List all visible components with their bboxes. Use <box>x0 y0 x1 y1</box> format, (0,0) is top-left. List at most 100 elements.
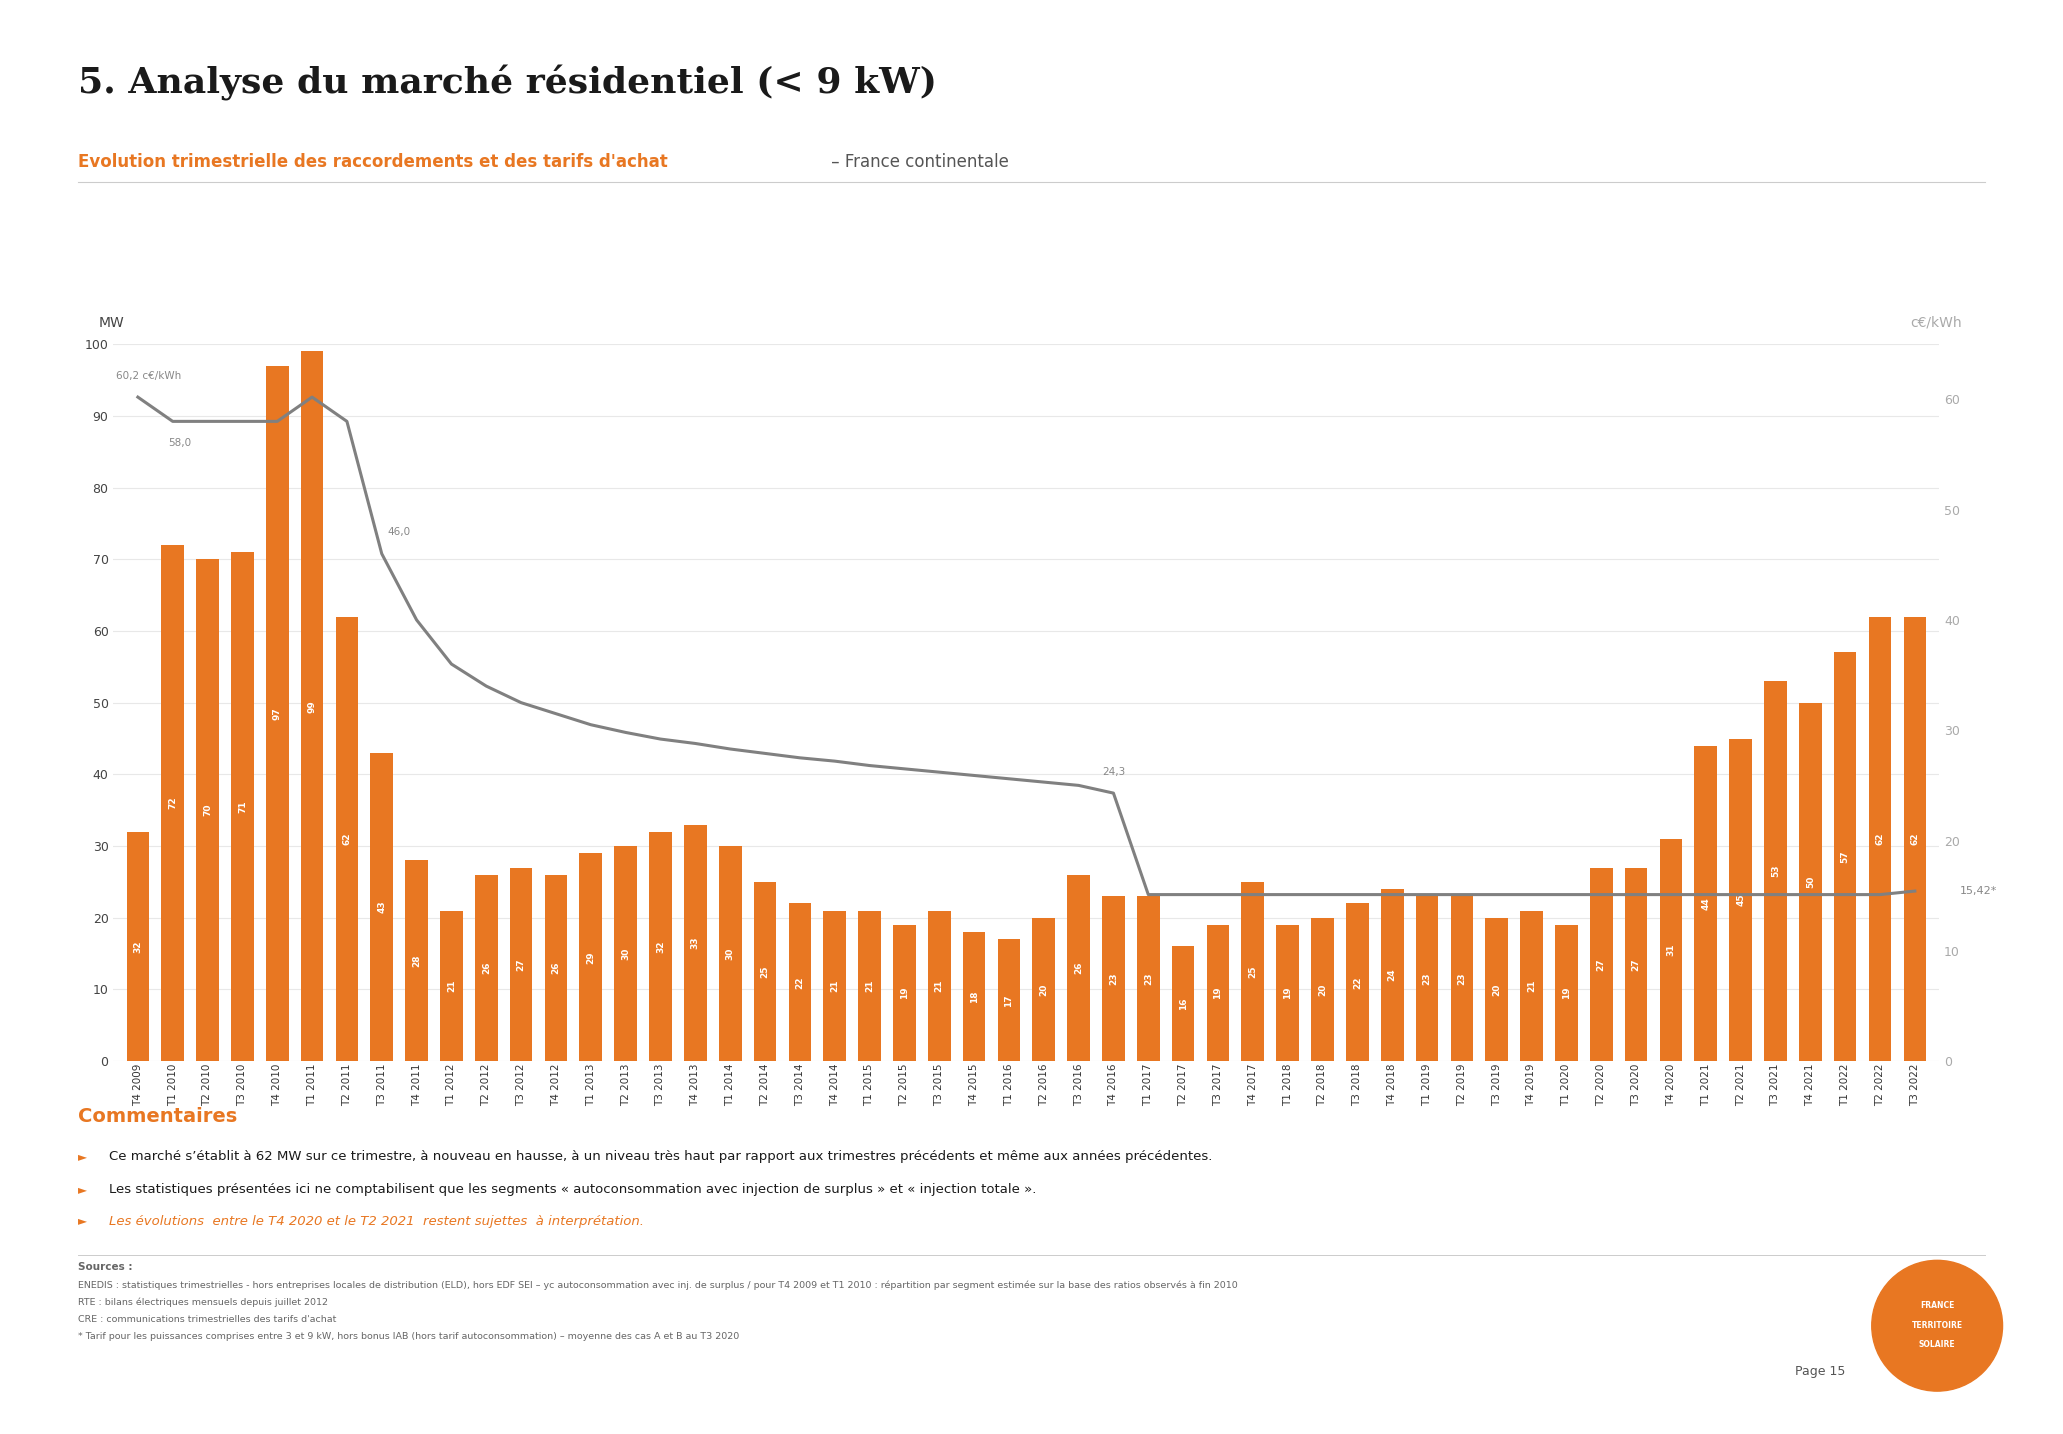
Text: 20: 20 <box>1492 984 1502 995</box>
Text: TERRITOIRE: TERRITOIRE <box>1912 1321 1962 1331</box>
Bar <box>1207 925 1230 1061</box>
Text: 27: 27 <box>1632 958 1640 971</box>
Text: 62: 62 <box>342 833 351 845</box>
Text: 23: 23 <box>1110 972 1118 985</box>
Bar <box>404 860 427 1061</box>
Bar <box>1032 918 1054 1061</box>
Text: 15,42*: 15,42* <box>1960 886 1997 896</box>
Bar <box>126 832 149 1061</box>
Text: ENEDIS : statistiques trimestrielles - hors entreprises locales de distribution : ENEDIS : statistiques trimestrielles - h… <box>78 1281 1238 1291</box>
Text: FRANCE: FRANCE <box>1921 1301 1954 1309</box>
Text: 26: 26 <box>1075 962 1083 974</box>
Text: 30: 30 <box>726 948 734 959</box>
Bar <box>998 939 1021 1061</box>
Text: 23: 23 <box>1143 972 1153 985</box>
Text: 53: 53 <box>1770 865 1780 878</box>
Text: 22: 22 <box>1353 977 1362 988</box>
Text: ►: ► <box>78 1215 87 1228</box>
Text: Ce marché s’établit à 62 MW sur ce trimestre, à nouveau en hausse, à un niveau t: Ce marché s’établit à 62 MW sur ce trime… <box>109 1150 1213 1163</box>
Text: 25: 25 <box>1248 965 1256 978</box>
Text: 62: 62 <box>1910 833 1919 845</box>
Bar <box>823 911 846 1061</box>
Bar <box>753 882 776 1061</box>
Bar <box>1067 875 1089 1061</box>
Text: Sources :: Sources : <box>78 1262 132 1272</box>
Text: 46,0: 46,0 <box>388 528 411 538</box>
Bar <box>266 366 289 1061</box>
Text: MW: MW <box>99 315 124 330</box>
Text: ►: ► <box>78 1150 87 1163</box>
Bar <box>1277 925 1300 1061</box>
Text: 26: 26 <box>551 962 561 974</box>
Bar <box>1485 918 1508 1061</box>
Text: 19: 19 <box>1213 987 1223 999</box>
Text: 32: 32 <box>656 941 664 952</box>
Bar <box>1694 746 1716 1061</box>
Text: 97: 97 <box>272 707 283 720</box>
Bar <box>1242 882 1265 1061</box>
Bar <box>1834 652 1857 1061</box>
Text: Commentaires: Commentaires <box>78 1107 237 1126</box>
Text: 26: 26 <box>483 962 491 974</box>
Bar <box>439 911 462 1061</box>
Bar <box>650 832 673 1061</box>
Text: * Tarif pour les puissances comprises entre 3 et 9 kW, hors bonus IAB (hors tari: * Tarif pour les puissances comprises en… <box>78 1332 741 1341</box>
Bar <box>893 925 916 1061</box>
Bar <box>1520 911 1543 1061</box>
Bar <box>1869 617 1892 1061</box>
Text: c€/kWh: c€/kWh <box>1910 315 1962 330</box>
Bar <box>474 875 497 1061</box>
Bar <box>928 911 951 1061</box>
Text: 33: 33 <box>691 936 699 949</box>
Bar <box>301 351 324 1061</box>
Bar <box>963 932 986 1061</box>
Text: Evolution trimestrielle des raccordements et des tarifs d'achat: Evolution trimestrielle des raccordement… <box>78 153 668 172</box>
Text: 57: 57 <box>1840 850 1851 863</box>
Text: 20: 20 <box>1318 984 1327 995</box>
Text: 16: 16 <box>1178 998 1188 1010</box>
Text: 31: 31 <box>1667 944 1675 956</box>
Text: 60,2 c€/kWh: 60,2 c€/kWh <box>116 370 182 380</box>
Text: 70: 70 <box>202 804 212 816</box>
Text: 19: 19 <box>899 987 910 999</box>
Bar <box>371 753 394 1061</box>
Text: Page 15: Page 15 <box>1795 1365 1844 1378</box>
Text: 44: 44 <box>1702 898 1710 909</box>
Bar <box>161 545 184 1061</box>
Text: 23: 23 <box>1423 972 1432 985</box>
Bar <box>336 617 359 1061</box>
Text: 5. Analyse du marché résidentiel (< 9 kW): 5. Analyse du marché résidentiel (< 9 kW… <box>78 65 937 100</box>
Text: 27: 27 <box>516 958 526 971</box>
Text: 20: 20 <box>1040 984 1048 995</box>
Bar <box>1556 925 1578 1061</box>
Bar <box>1345 903 1368 1061</box>
Text: 27: 27 <box>1597 958 1605 971</box>
Text: 22: 22 <box>796 977 805 988</box>
Bar <box>510 868 532 1061</box>
Text: 23: 23 <box>1456 972 1467 985</box>
Text: 21: 21 <box>448 979 456 992</box>
Text: 99: 99 <box>307 700 316 713</box>
Bar <box>196 559 219 1061</box>
Text: 24: 24 <box>1388 969 1397 981</box>
Text: 18: 18 <box>970 991 978 1002</box>
Text: 28: 28 <box>413 955 421 967</box>
Bar <box>615 846 637 1061</box>
Bar <box>1312 918 1335 1061</box>
Bar <box>1380 889 1403 1061</box>
Bar <box>1591 868 1613 1061</box>
Text: SOLAIRE: SOLAIRE <box>1919 1341 1956 1349</box>
Bar <box>1904 617 1927 1061</box>
Bar <box>1626 868 1648 1061</box>
Text: – France continentale: – France continentale <box>825 153 1009 172</box>
Bar <box>1137 896 1159 1061</box>
Text: 58,0: 58,0 <box>167 437 192 447</box>
Text: 19: 19 <box>1283 987 1291 999</box>
Text: 21: 21 <box>829 979 840 992</box>
Bar <box>1659 839 1681 1061</box>
Bar <box>1799 703 1822 1061</box>
Text: 17: 17 <box>1005 994 1013 1007</box>
Bar <box>231 552 254 1061</box>
Text: RTE : bilans électriques mensuels depuis juillet 2012: RTE : bilans électriques mensuels depuis… <box>78 1298 328 1308</box>
Text: 72: 72 <box>169 797 177 809</box>
